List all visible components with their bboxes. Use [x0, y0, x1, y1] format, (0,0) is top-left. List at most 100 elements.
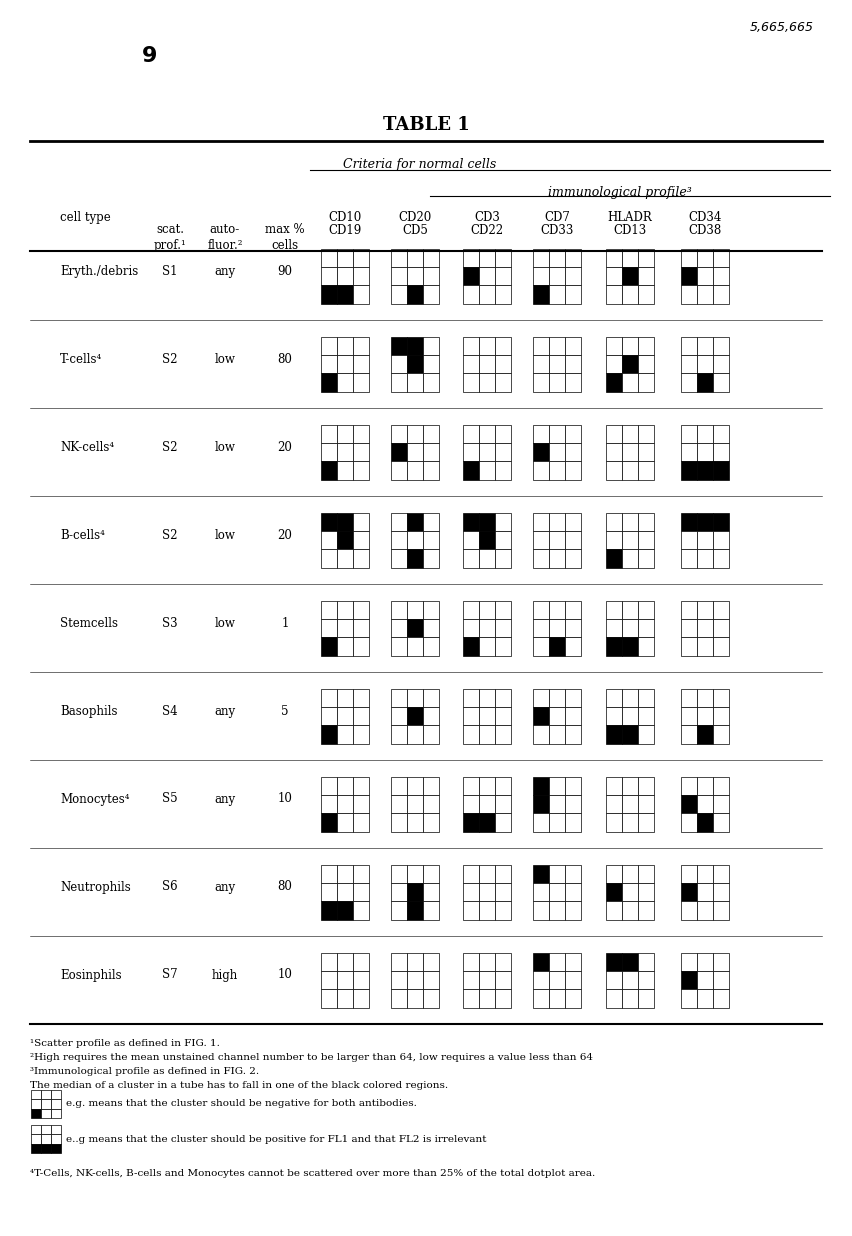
Bar: [606, 442, 622, 461]
Bar: [321, 355, 337, 373]
Bar: [407, 883, 423, 901]
Bar: [697, 813, 713, 832]
Bar: [479, 795, 495, 813]
Bar: [391, 619, 407, 638]
Bar: [549, 601, 565, 619]
Bar: [463, 513, 479, 530]
Bar: [622, 424, 638, 442]
Bar: [479, 688, 495, 707]
Bar: [713, 795, 729, 813]
Bar: [337, 601, 353, 619]
Bar: [697, 688, 713, 707]
Bar: [463, 776, 479, 795]
Bar: [533, 461, 549, 480]
Bar: [533, 688, 549, 707]
Bar: [681, 989, 697, 1007]
Bar: [407, 707, 423, 726]
Bar: [697, 795, 713, 813]
Bar: [713, 248, 729, 267]
Text: any: any: [215, 880, 235, 894]
Bar: [353, 248, 369, 267]
Bar: [638, 336, 654, 355]
Text: S2: S2: [162, 440, 178, 454]
Bar: [353, 355, 369, 373]
Text: low: low: [215, 352, 235, 366]
Bar: [423, 707, 439, 726]
Bar: [697, 638, 713, 655]
Bar: [423, 267, 439, 286]
Text: S6: S6: [162, 880, 178, 894]
Bar: [463, 688, 479, 707]
Bar: [463, 638, 479, 655]
Bar: [549, 530, 565, 549]
Bar: [681, 355, 697, 373]
Bar: [407, 530, 423, 549]
Bar: [606, 688, 622, 707]
Bar: [479, 355, 495, 373]
Bar: [51, 1090, 61, 1099]
Bar: [423, 619, 439, 638]
Bar: [606, 970, 622, 989]
Bar: [697, 901, 713, 920]
Bar: [391, 638, 407, 655]
Bar: [606, 549, 622, 567]
Bar: [713, 530, 729, 549]
Text: low: low: [215, 529, 235, 541]
Bar: [353, 461, 369, 480]
Bar: [713, 901, 729, 920]
Bar: [479, 707, 495, 726]
Bar: [479, 813, 495, 832]
Bar: [337, 530, 353, 549]
Bar: [353, 795, 369, 813]
Bar: [321, 813, 337, 832]
Bar: [407, 776, 423, 795]
Text: auto-
fluor.²: auto- fluor.²: [207, 222, 243, 252]
Bar: [423, 530, 439, 549]
Bar: [638, 688, 654, 707]
Bar: [638, 707, 654, 726]
Bar: [321, 989, 337, 1007]
Bar: [337, 776, 353, 795]
Bar: [495, 442, 511, 461]
Bar: [638, 883, 654, 901]
Bar: [479, 726, 495, 744]
Bar: [353, 864, 369, 883]
Bar: [681, 688, 697, 707]
Bar: [681, 726, 697, 744]
Bar: [353, 901, 369, 920]
Bar: [423, 726, 439, 744]
Bar: [622, 813, 638, 832]
Bar: [533, 530, 549, 549]
Bar: [353, 267, 369, 286]
Bar: [495, 776, 511, 795]
Bar: [549, 688, 565, 707]
Bar: [337, 901, 353, 920]
Bar: [565, 619, 581, 638]
Bar: [337, 989, 353, 1007]
Bar: [463, 267, 479, 286]
Bar: [423, 355, 439, 373]
Bar: [353, 424, 369, 442]
Text: S7: S7: [162, 969, 178, 981]
Bar: [565, 549, 581, 567]
Text: ⁴T-Cells, NK-cells, B-cells and Monocytes cannot be scattered over more than 25%: ⁴T-Cells, NK-cells, B-cells and Monocyte…: [30, 1169, 596, 1178]
Bar: [549, 707, 565, 726]
Bar: [565, 442, 581, 461]
Bar: [407, 619, 423, 638]
Bar: [638, 953, 654, 970]
Text: Stemcells: Stemcells: [60, 617, 118, 629]
Bar: [533, 373, 549, 392]
Bar: [681, 442, 697, 461]
Text: Neutrophils: Neutrophils: [60, 880, 130, 894]
Bar: [423, 688, 439, 707]
Bar: [463, 530, 479, 549]
Bar: [565, 989, 581, 1007]
Bar: [337, 795, 353, 813]
Bar: [479, 953, 495, 970]
Bar: [549, 795, 565, 813]
Bar: [697, 549, 713, 567]
Bar: [533, 883, 549, 901]
Bar: [407, 901, 423, 920]
Bar: [681, 549, 697, 567]
Bar: [606, 286, 622, 304]
